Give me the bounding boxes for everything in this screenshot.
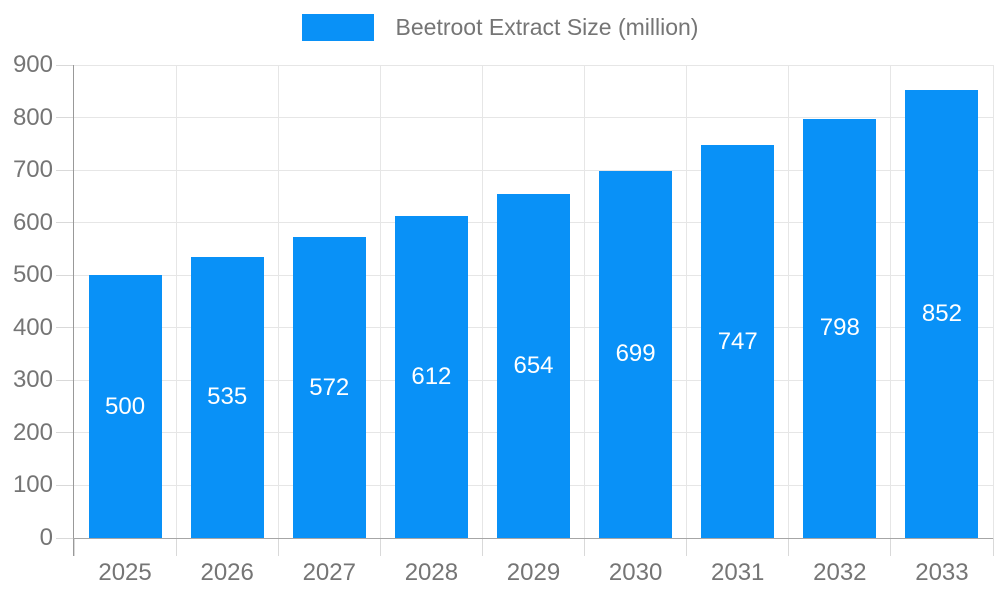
x-axis-label: 2033 bbox=[915, 559, 969, 586]
bar-2032[interactable]: 798 bbox=[803, 118, 877, 538]
x-axis-tick bbox=[788, 538, 790, 556]
x-axis-tick bbox=[890, 538, 892, 556]
x-axis-label: 2025 bbox=[98, 559, 152, 586]
y-axis-label: 600 bbox=[12, 208, 53, 236]
x-axis-tick bbox=[379, 538, 381, 556]
y-axis-label: 900 bbox=[12, 51, 53, 78]
y-axis-tick bbox=[56, 484, 74, 486]
bar-2029[interactable]: 654 bbox=[497, 194, 570, 538]
bar-2033[interactable]: 852 bbox=[905, 90, 979, 538]
y-axis-label: 300 bbox=[12, 366, 53, 394]
v-gridline bbox=[584, 65, 586, 538]
h-gridline bbox=[74, 64, 993, 66]
bar-2031[interactable]: 747 bbox=[701, 145, 775, 538]
h-gridline bbox=[74, 117, 993, 119]
v-gridline bbox=[890, 65, 892, 538]
bar-value-label: 572 bbox=[309, 373, 350, 401]
v-gridline bbox=[481, 65, 483, 538]
y-axis-tick bbox=[56, 432, 74, 434]
x-axis-tick bbox=[175, 538, 177, 556]
bar-2026[interactable]: 535 bbox=[190, 256, 264, 538]
y-axis-label: 500 bbox=[12, 261, 53, 289]
v-gridline bbox=[788, 65, 790, 538]
legend-swatch[interactable] bbox=[301, 14, 374, 41]
x-axis-label: 2032 bbox=[813, 559, 867, 586]
y-axis-tick bbox=[56, 64, 74, 66]
y-axis-label: 700 bbox=[12, 156, 53, 184]
bar-value-label: 798 bbox=[819, 314, 860, 342]
y-axis-tick bbox=[56, 117, 74, 119]
bar-value-label: 747 bbox=[717, 327, 758, 355]
y-axis-label: 0 bbox=[39, 524, 53, 551]
bar-2027[interactable]: 572 bbox=[292, 237, 366, 538]
bar-2028[interactable]: 612 bbox=[394, 216, 468, 538]
y-axis-tick bbox=[56, 379, 74, 381]
y-axis-tick bbox=[56, 169, 74, 171]
bar-2025[interactable]: 500 bbox=[88, 275, 162, 538]
x-axis-label: 2030 bbox=[608, 559, 663, 586]
x-axis-tick bbox=[992, 538, 994, 556]
bar-2030[interactable]: 699 bbox=[599, 170, 673, 538]
x-axis-tick bbox=[277, 538, 279, 556]
x-axis-label: 2028 bbox=[404, 559, 459, 586]
y-axis-tick bbox=[56, 222, 74, 224]
x-axis-label: 2026 bbox=[200, 559, 254, 586]
v-gridline bbox=[379, 65, 381, 538]
x-axis-label: 2027 bbox=[302, 559, 356, 586]
y-axis-line bbox=[73, 65, 74, 556]
bar-value-label: 535 bbox=[207, 383, 248, 411]
legend-label: Beetroot Extract Size (million) bbox=[395, 14, 699, 40]
y-axis-tick bbox=[56, 327, 74, 329]
y-axis-tick bbox=[56, 274, 74, 276]
bar-value-label: 654 bbox=[513, 352, 554, 380]
v-gridline bbox=[175, 65, 177, 538]
h-gridline bbox=[74, 169, 993, 171]
x-axis-tick bbox=[481, 538, 483, 556]
x-axis-tick bbox=[686, 538, 688, 556]
y-axis-label: 200 bbox=[12, 418, 53, 446]
bar-value-label: 852 bbox=[921, 300, 962, 328]
x-axis-label: 2029 bbox=[506, 559, 561, 586]
x-axis-tick bbox=[73, 538, 75, 556]
bar-value-label: 612 bbox=[411, 363, 452, 391]
legend: Beetroot Extract Size (million) bbox=[0, 14, 1000, 41]
y-axis-tick bbox=[56, 537, 74, 539]
x-axis-label: 2031 bbox=[711, 559, 765, 586]
y-axis-label: 400 bbox=[12, 313, 53, 341]
y-axis-label: 800 bbox=[12, 103, 53, 131]
v-gridline bbox=[277, 65, 279, 538]
y-axis-label: 100 bbox=[12, 471, 53, 499]
v-gridline bbox=[686, 65, 688, 538]
bar-value-label: 699 bbox=[615, 340, 656, 368]
x-axis-tick bbox=[584, 538, 586, 556]
bar-value-label: 500 bbox=[105, 392, 146, 420]
v-gridline bbox=[992, 65, 994, 538]
x-axis-line bbox=[73, 538, 993, 539]
